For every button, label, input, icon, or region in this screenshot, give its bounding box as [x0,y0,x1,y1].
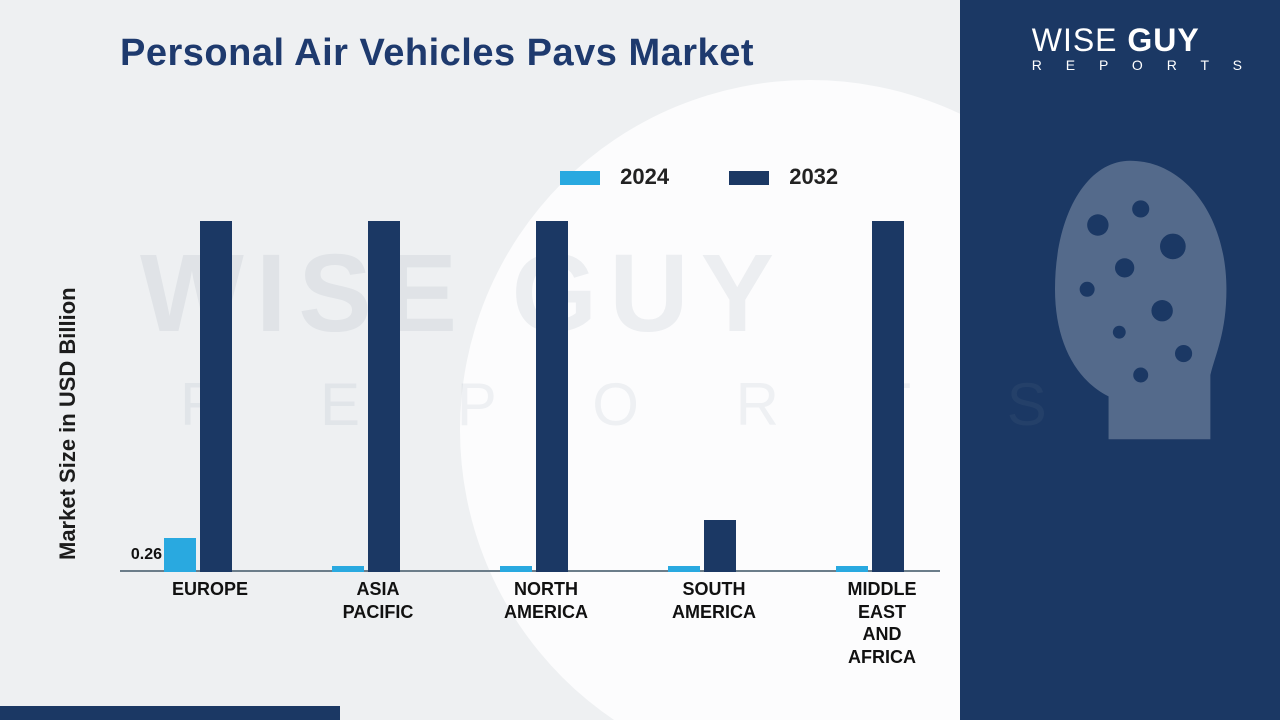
data-label: 0.26 [118,546,162,564]
x-tick-label: EUROPE [140,578,280,601]
brand-reports: R E P O R T S [1032,57,1252,73]
bar [836,566,868,573]
bar [332,566,364,573]
bar [200,221,232,572]
brand-guy: GUY [1127,22,1199,58]
legend: 2024 2032 [560,164,838,190]
legend-label-2032: 2032 [789,164,838,189]
bar [164,538,196,572]
bar [500,566,532,573]
footer-accent-bar [0,706,340,720]
legend-item-2032: 2032 [729,164,838,190]
chart-plot-area: 0.26 [120,208,940,572]
brand-wise: WISE [1032,22,1118,58]
x-tick-label: MIDDLEEASTANDAFRICA [812,578,952,668]
x-axis-labels: EUROPE ASIAPACIFIC NORTHAMERICA SOUTHAMERIC… [120,576,940,696]
chart-title: Personal Air Vehicles Pavs Market [120,32,754,75]
brand-logo: WISE GUY R E P O R T S [1032,22,1252,73]
bar [872,221,904,572]
head-silhouette-icon [1020,150,1240,450]
x-tick-label: NORTHAMERICA [476,578,616,623]
legend-label-2024: 2024 [620,164,669,189]
y-axis-label: Market Size in USD Billion [55,287,81,560]
legend-swatch-2024 [560,171,600,185]
x-tick-label: SOUTHAMERICA [644,578,784,623]
chart-canvas: WISE GUY R E P O R T S Personal Air Vehi… [0,0,1280,720]
bar [668,566,700,573]
bar [368,221,400,572]
bar [536,221,568,572]
x-tick-label: ASIAPACIFIC [308,578,448,623]
legend-item-2024: 2024 [560,164,669,190]
bar [704,520,736,572]
legend-swatch-2032 [729,171,769,185]
